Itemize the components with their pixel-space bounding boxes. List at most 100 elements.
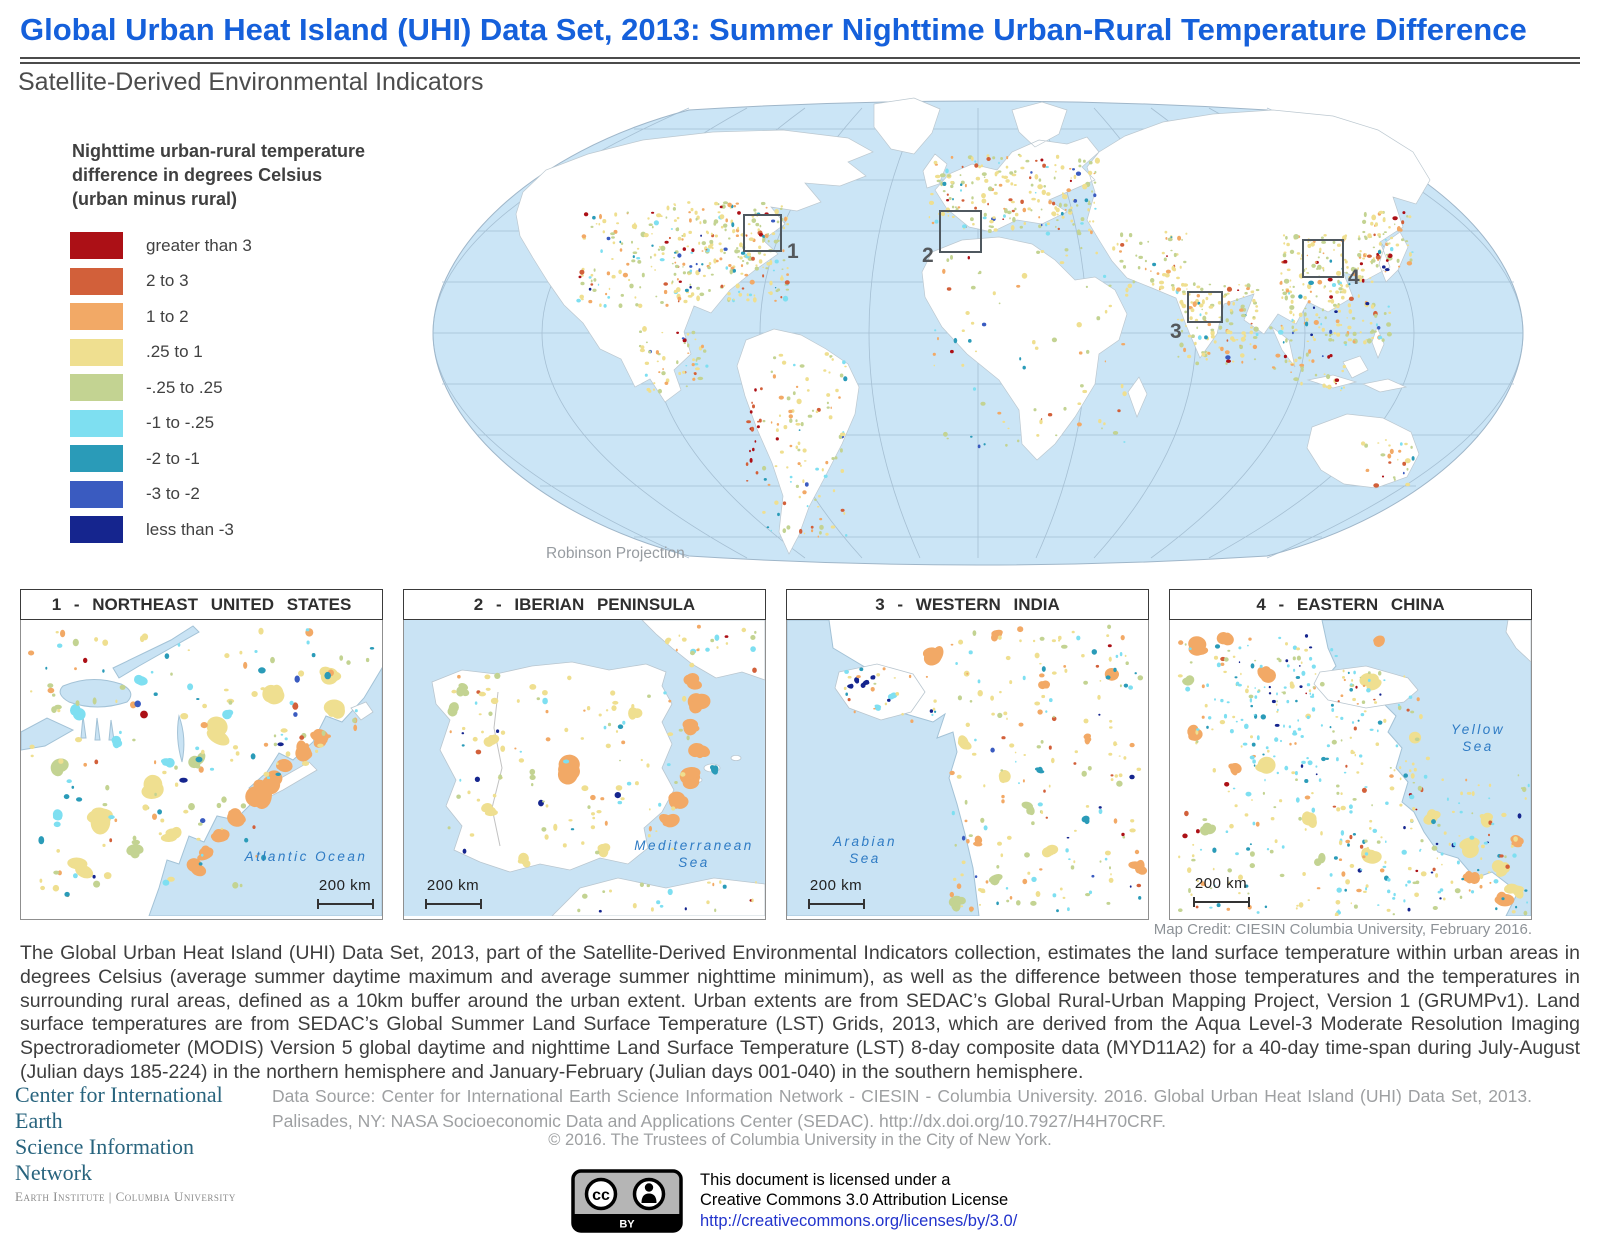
urban-dot	[1369, 827, 1372, 830]
urban-dot	[664, 240, 669, 244]
urban-dot	[1470, 890, 1475, 894]
urban-dot	[1019, 154, 1022, 158]
urban-dot	[739, 256, 743, 260]
urban-dot	[261, 854, 267, 861]
urban-dot	[1045, 231, 1051, 236]
urban-dot	[1292, 732, 1298, 736]
urban-dot	[590, 279, 593, 283]
urban-dot	[928, 216, 931, 219]
urban-dot	[682, 271, 686, 275]
map-credit: Map Credit: CIESIN Columbia University, …	[1153, 921, 1532, 938]
urban-dot	[1372, 246, 1376, 249]
urban-dot	[780, 205, 783, 208]
urban-dot	[658, 802, 662, 807]
urban-dot	[648, 808, 651, 811]
urban-dot	[1420, 871, 1427, 877]
urban-dot	[1252, 344, 1258, 350]
urban-dot	[1244, 884, 1249, 888]
urban-dot	[706, 231, 709, 235]
legend-swatch	[70, 480, 123, 508]
urban-dot	[974, 738, 977, 742]
urban-dot	[1256, 735, 1260, 741]
urban-dot	[1147, 240, 1150, 243]
urban-dot	[1406, 467, 1409, 471]
urban-dot	[1274, 723, 1280, 727]
urban-dot	[1196, 829, 1200, 834]
urban-dot	[1183, 260, 1187, 264]
urban-dot	[500, 730, 506, 735]
urban-dot	[1030, 171, 1033, 174]
logo-line2: Science Information Network	[15, 1133, 194, 1185]
urban-dot	[676, 360, 679, 365]
urban-dot	[688, 211, 691, 214]
urban-dot	[1385, 259, 1389, 262]
urban-dot	[765, 206, 768, 209]
legend-label: -.25 to .25	[146, 377, 223, 397]
urban-dot	[612, 241, 616, 245]
urban-dot	[1435, 842, 1439, 846]
urban-dot	[1055, 207, 1060, 213]
urban-dot	[1176, 318, 1180, 321]
urban-dot	[1108, 752, 1113, 756]
urban-dot	[1001, 175, 1005, 179]
urban-dot	[1000, 853, 1004, 858]
urban-dot	[583, 709, 586, 712]
urban-dot	[1253, 326, 1259, 332]
urban-dot	[1175, 334, 1181, 337]
urban-dot	[1240, 304, 1245, 308]
urban-dot	[1401, 220, 1405, 225]
urban-dot	[1386, 253, 1389, 256]
urban-dot	[666, 763, 671, 767]
urban-dot	[817, 535, 819, 538]
urban-dot	[1135, 254, 1138, 257]
urban-dot	[711, 246, 714, 250]
license-link[interactable]: http://creativecommons.org/licenses/by/3…	[700, 1211, 1018, 1230]
urban-dot	[586, 706, 591, 711]
urban-dot	[183, 809, 189, 814]
urban-dot	[141, 633, 149, 641]
urban-dot	[619, 240, 622, 244]
urban-dot	[1309, 692, 1312, 695]
urban-dot	[1484, 841, 1488, 845]
urban-dot	[637, 260, 642, 264]
urban-dot	[1352, 331, 1357, 336]
urban-dot	[786, 466, 789, 469]
urban-dot	[1334, 654, 1338, 658]
urban-dot	[1066, 836, 1070, 839]
urban-dot	[1073, 860, 1076, 864]
urban-dot	[1070, 206, 1073, 210]
urban-dot	[1106, 634, 1110, 637]
urban-patch	[165, 828, 180, 838]
urban-dot	[632, 255, 635, 259]
urban-dot	[1052, 213, 1056, 217]
urban-dot	[671, 280, 674, 284]
urban-dot	[953, 337, 958, 344]
urban-dot	[1082, 183, 1088, 190]
urban-dot	[1098, 808, 1103, 815]
legend-swatch	[70, 516, 123, 544]
urban-dot	[754, 440, 757, 443]
urban-dot	[1406, 261, 1413, 266]
urban-dot	[1014, 212, 1019, 217]
urban-dot	[1384, 439, 1387, 441]
urban-dot	[1034, 346, 1039, 350]
urban-dot	[1359, 262, 1363, 266]
urban-dot	[626, 781, 632, 786]
urban-dot	[958, 639, 964, 645]
urban-dot	[662, 367, 664, 371]
urban-dot	[1187, 334, 1192, 338]
urban-dot	[1164, 230, 1168, 234]
urban-dot	[689, 218, 692, 223]
urban-dot	[1316, 264, 1322, 270]
urban-dot	[772, 374, 776, 379]
urban-dot	[650, 265, 653, 268]
urban-dot	[1253, 764, 1256, 767]
urban-dot	[955, 207, 959, 211]
urban-dot	[1292, 656, 1296, 661]
urban-dot	[1321, 756, 1326, 762]
urban-dot	[1403, 675, 1406, 678]
urban-dot	[1020, 199, 1024, 204]
urban-dot	[1109, 726, 1113, 729]
urban-dot	[71, 785, 75, 789]
urban-dot	[451, 689, 457, 694]
